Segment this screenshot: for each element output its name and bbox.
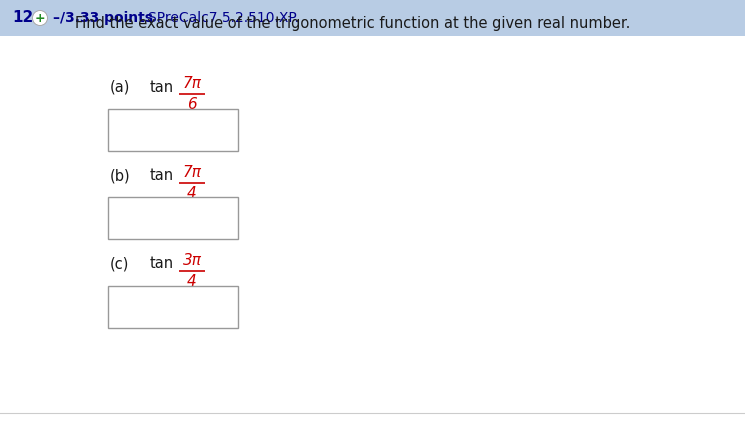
Text: 4: 4 — [187, 274, 197, 289]
Bar — [108, 286, 238, 328]
Text: tan: tan — [150, 256, 174, 272]
Text: tan: tan — [150, 80, 174, 94]
Text: Find the exact value of the trigonometric function at the given real number.: Find the exact value of the trigonometri… — [75, 16, 630, 31]
Text: 4: 4 — [187, 186, 197, 201]
Text: 12.: 12. — [12, 11, 39, 26]
Text: 6: 6 — [187, 97, 197, 112]
Text: (a): (a) — [110, 80, 130, 94]
Text: 7π: 7π — [183, 76, 201, 91]
Text: SPreCalc7 5.2.510.XP.: SPreCalc7 5.2.510.XP. — [148, 11, 299, 25]
Text: 3π: 3π — [183, 253, 201, 268]
Circle shape — [33, 11, 48, 26]
Text: +: + — [35, 11, 45, 24]
Bar — [108, 197, 238, 239]
Text: tan: tan — [150, 168, 174, 184]
Bar — [0, 0, 745, 36]
Text: (b): (b) — [110, 168, 130, 184]
Text: –/3.33 points: –/3.33 points — [53, 11, 153, 25]
Text: 7π: 7π — [183, 165, 201, 180]
Text: (c): (c) — [110, 256, 130, 272]
Bar — [108, 109, 238, 151]
